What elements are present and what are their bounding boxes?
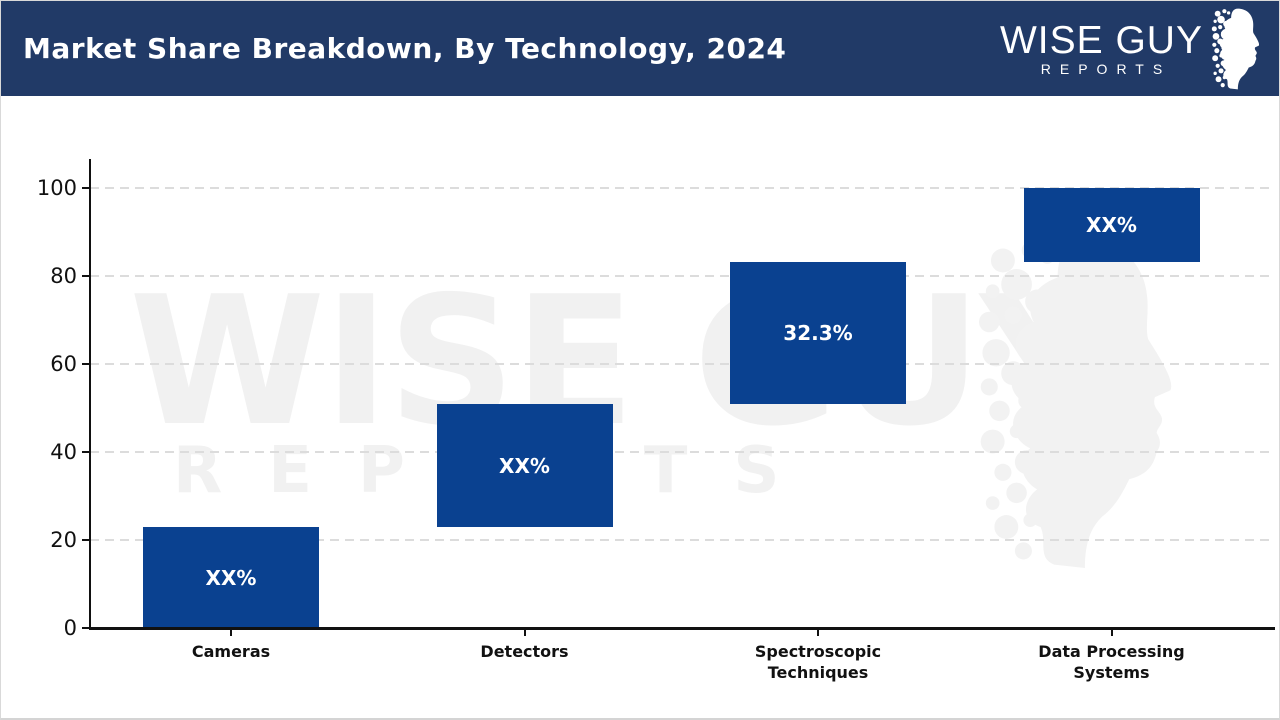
gridline-60 bbox=[90, 363, 1275, 365]
bar-value-label-spectroscopic: 32.3% bbox=[783, 321, 853, 346]
gridline-40 bbox=[90, 451, 1275, 453]
y-tick-20 bbox=[82, 539, 90, 541]
y-tick-0 bbox=[82, 627, 90, 629]
header-bar: Market Share Breakdown, By Technology, 2… bbox=[1, 1, 1279, 96]
x-tick-detectors bbox=[523, 630, 526, 636]
y-tick-label-40: 40 bbox=[50, 440, 77, 464]
y-tick-label-80: 80 bbox=[50, 264, 77, 288]
watermark-head-icon bbox=[979, 240, 1172, 568]
x-axis-line bbox=[89, 627, 1275, 630]
y-axis-line bbox=[89, 159, 91, 630]
bar-spectroscopic: 32.3% bbox=[730, 262, 906, 405]
y-tick-label-60: 60 bbox=[50, 352, 77, 376]
chart-title: Market Share Breakdown, By Technology, 2… bbox=[23, 32, 787, 65]
brand-logo: WISE GUY REPORTS bbox=[1000, 7, 1267, 91]
bar-detectors: XX% bbox=[436, 404, 613, 528]
bar-value-label-data-processing: XX% bbox=[1086, 213, 1137, 238]
gridline-100 bbox=[90, 187, 1275, 189]
bar-data-processing: XX% bbox=[1023, 188, 1200, 263]
brand-head-icon bbox=[1211, 8, 1260, 89]
bar-value-label-detectors: XX% bbox=[499, 453, 550, 478]
y-tick-80 bbox=[82, 275, 90, 277]
x-tick-data-processing bbox=[1110, 630, 1113, 636]
y-tick-60 bbox=[82, 363, 90, 365]
x-category-label-spectroscopic: Spectroscopic Techniques bbox=[754, 642, 882, 682]
y-tick-100 bbox=[82, 187, 90, 189]
x-category-label-data-processing: Data Processing Systems bbox=[1038, 642, 1185, 682]
y-tick-label-0: 0 bbox=[63, 616, 77, 640]
gridline-80 bbox=[90, 275, 1275, 277]
brand-subname: REPORTS bbox=[1040, 61, 1172, 77]
gridline-20 bbox=[90, 539, 1275, 541]
y-tick-40 bbox=[82, 451, 90, 453]
bar-value-label-cameras: XX% bbox=[205, 565, 257, 590]
brand-name: WISE GUY bbox=[999, 19, 1203, 62]
bar-cameras: XX% bbox=[143, 527, 319, 628]
x-category-label-detectors: Detectors bbox=[480, 642, 569, 661]
y-tick-label-20: 20 bbox=[50, 528, 77, 552]
x-tick-cameras bbox=[230, 630, 232, 636]
brand-logo-text: WISE GUY REPORTS bbox=[1000, 21, 1203, 76]
watermark-text: WISE GUY bbox=[129, 258, 1109, 465]
x-category-label-cameras: Cameras bbox=[191, 642, 271, 661]
x-tick-spectroscopic bbox=[817, 630, 819, 636]
y-tick-label-100: 100 bbox=[36, 176, 77, 200]
